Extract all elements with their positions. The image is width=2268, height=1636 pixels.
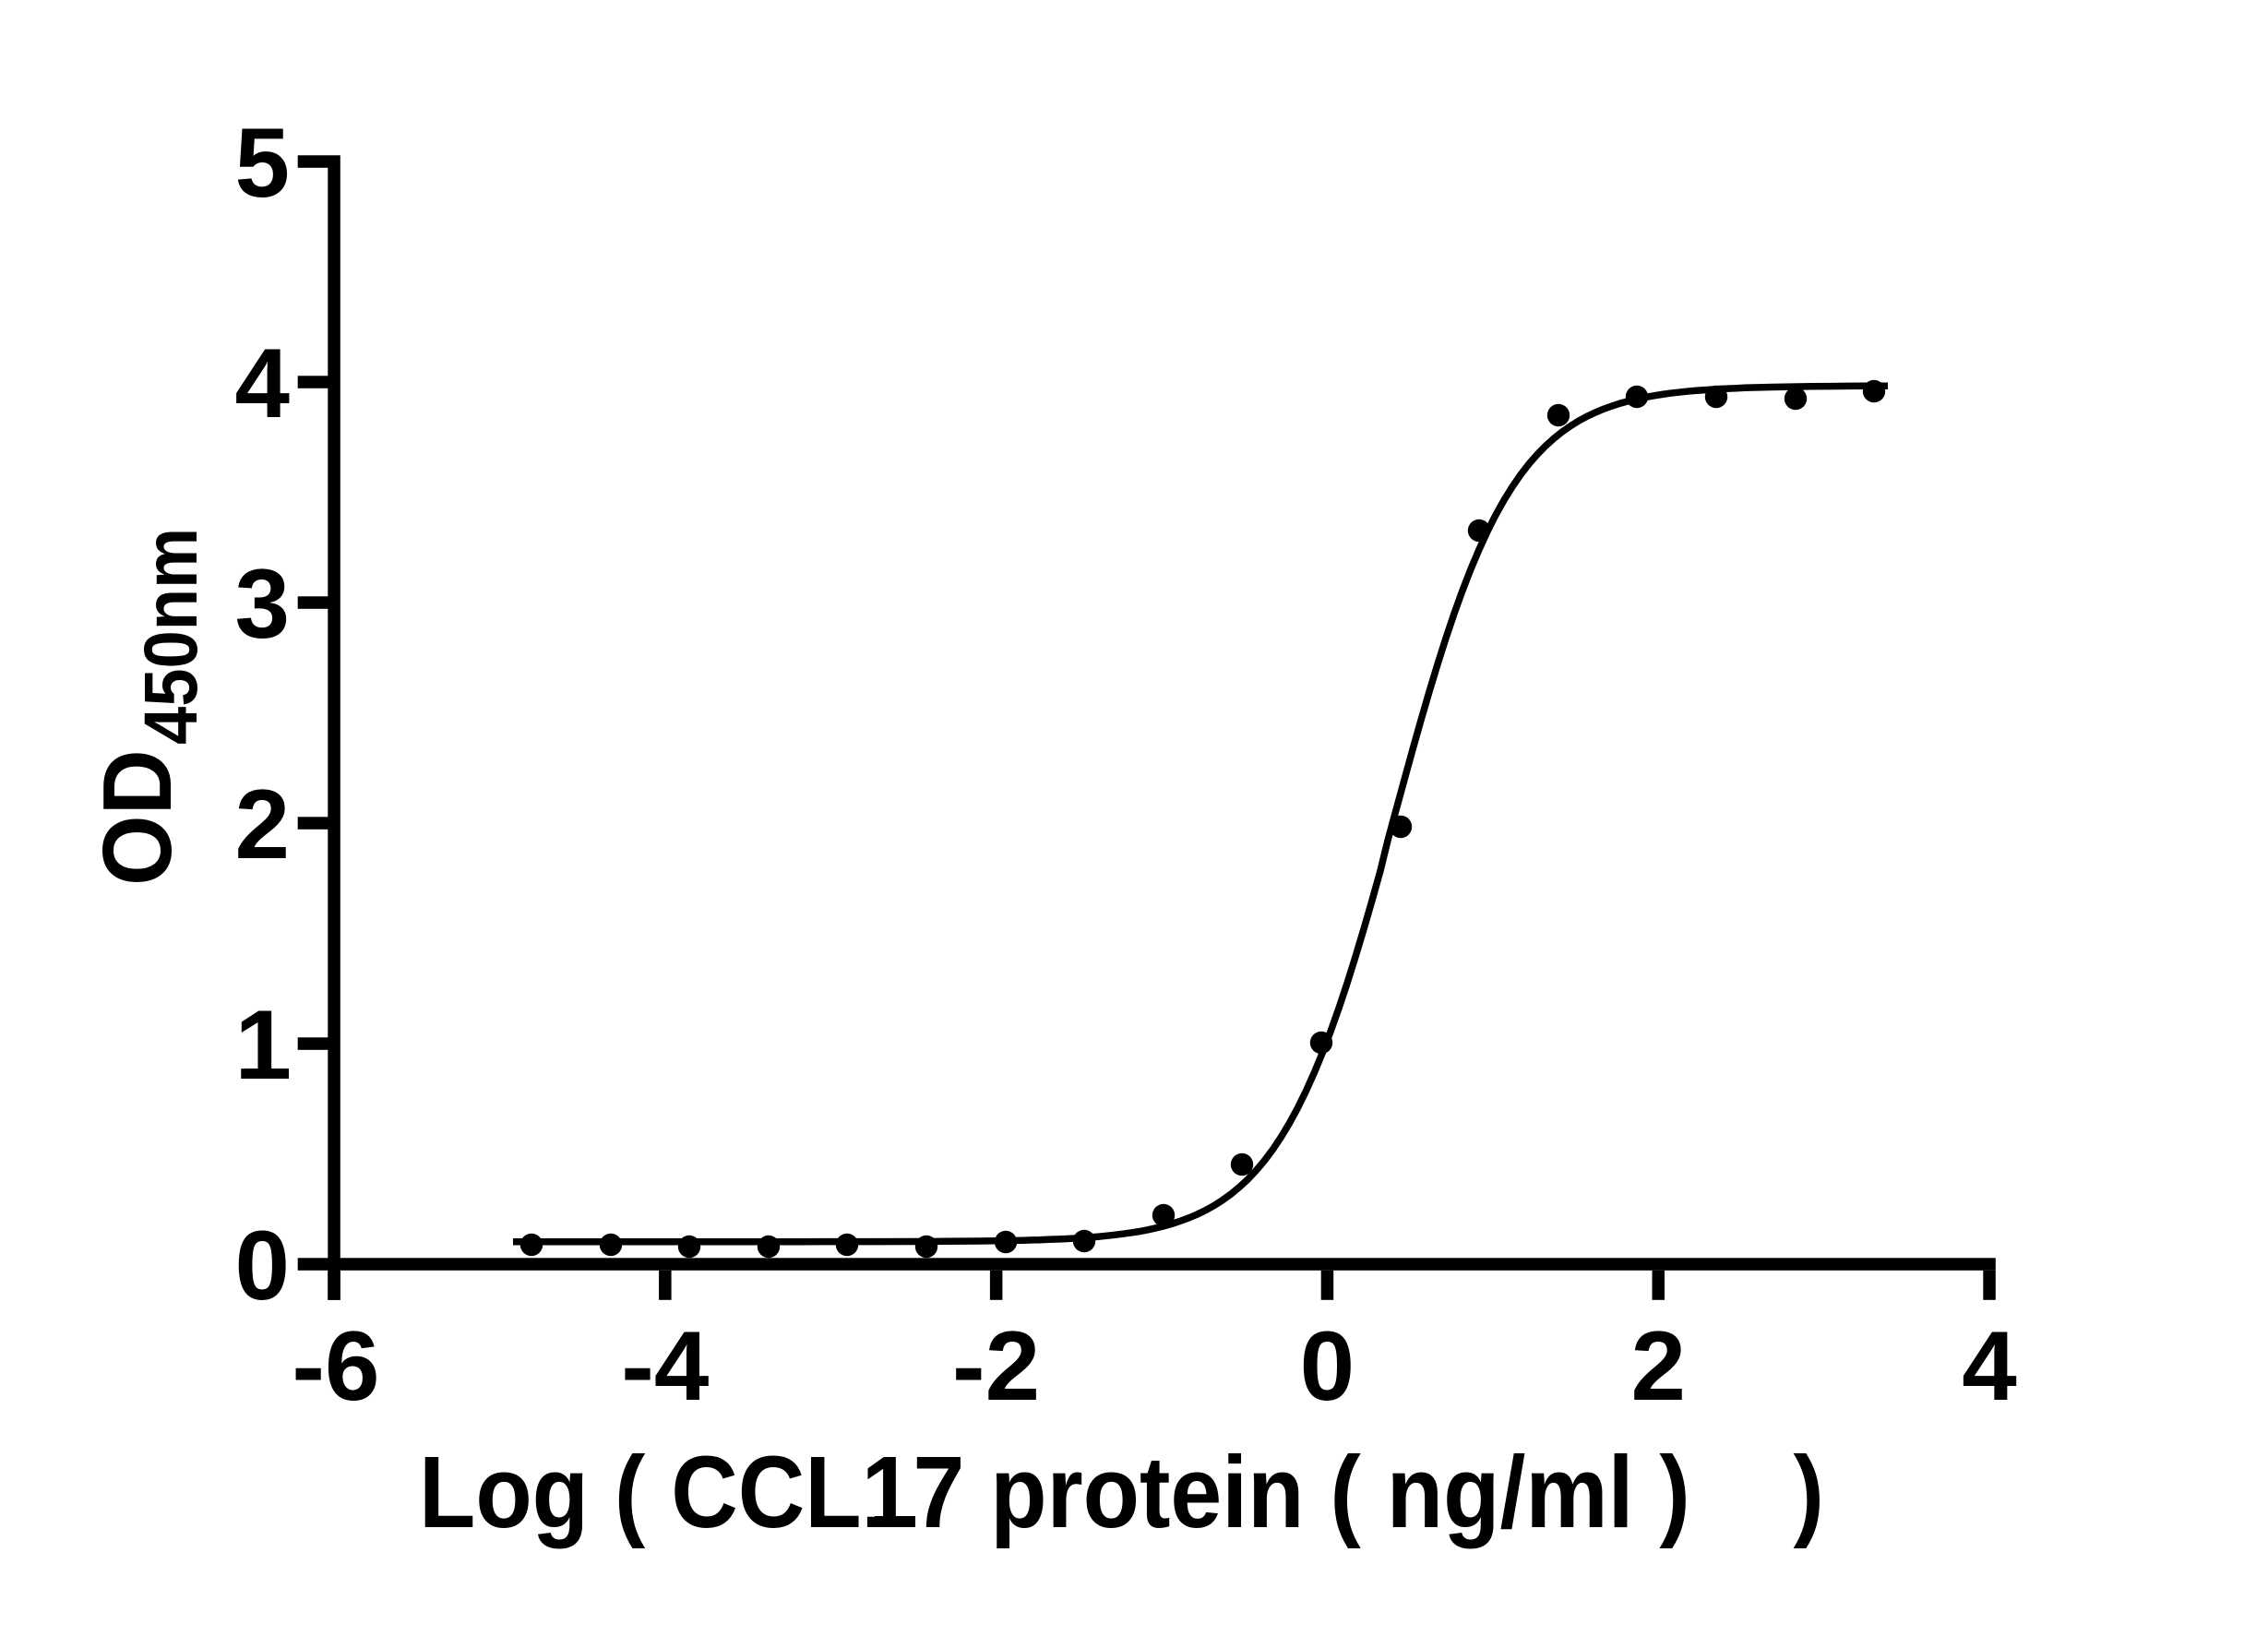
svg-text:-4: -4 — [621, 1310, 709, 1421]
svg-text:4: 4 — [234, 328, 290, 438]
svg-text:0: 0 — [1300, 1310, 1355, 1421]
svg-text:4: 4 — [1962, 1310, 2017, 1421]
svg-text:2: 2 — [234, 769, 290, 879]
svg-text:2: 2 — [1630, 1310, 1686, 1421]
svg-text:-2: -2 — [952, 1310, 1040, 1421]
svg-text:OD: OD — [82, 749, 192, 886]
svg-text:5: 5 — [234, 107, 290, 218]
svg-text:Log ( CCL17 protein ( ng/ml ): Log ( CCL17 protein ( ng/ml ) ) — [419, 1437, 1824, 1549]
svg-text:3: 3 — [234, 548, 290, 659]
svg-text:450nm: 450nm — [128, 528, 213, 745]
svg-text:1: 1 — [234, 989, 290, 1100]
svg-text:-6: -6 — [292, 1310, 379, 1421]
svg-text:0: 0 — [234, 1210, 290, 1320]
